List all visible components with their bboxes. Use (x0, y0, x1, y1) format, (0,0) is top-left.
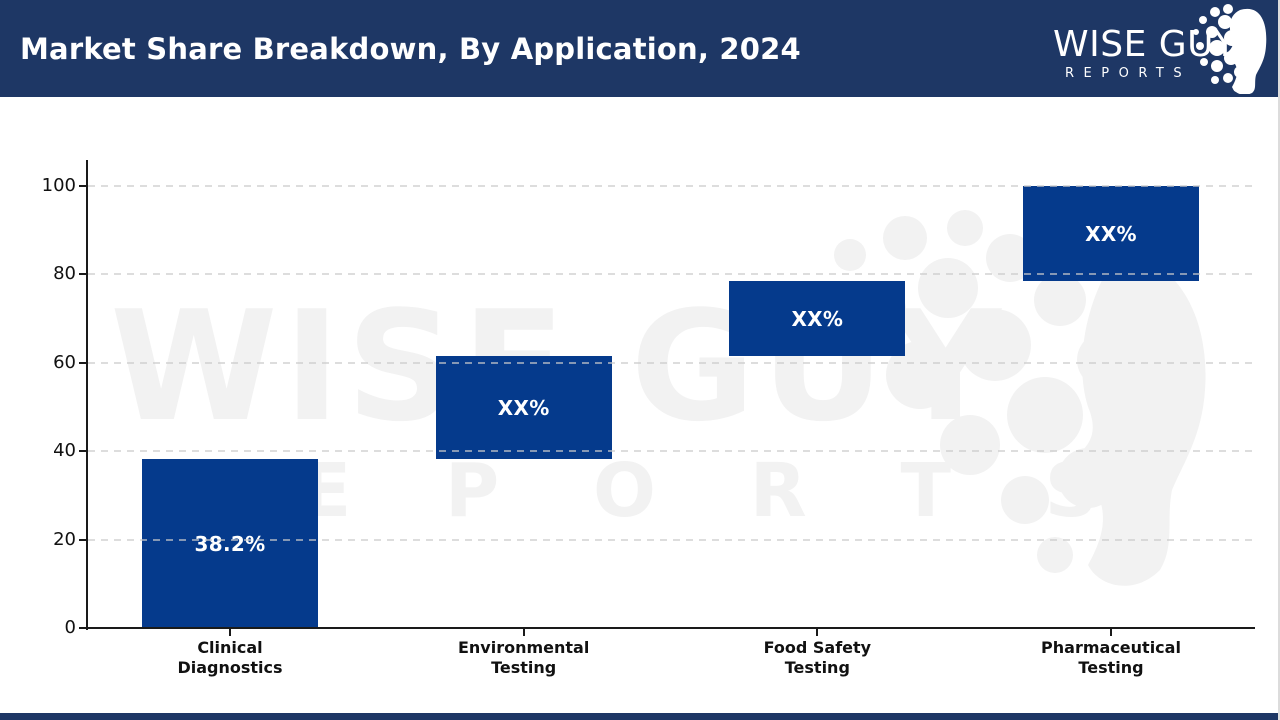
chart-title: Market Share Breakdown, By Application, … (20, 31, 801, 66)
x-category-label-line: Clinical (197, 638, 263, 657)
x-category-label: Environmental Testing (414, 638, 634, 678)
x-category-label: Clinical Diagnostics (120, 638, 340, 678)
x-axis-line (86, 627, 1255, 629)
bar-value-label: XX% (497, 395, 550, 420)
y-tick-label: 100 (41, 175, 76, 196)
x-category-label-line: Testing (784, 658, 850, 677)
header-band: Market Share Breakdown, By Application, … (0, 0, 1278, 97)
x-tick-mark (522, 629, 525, 636)
y-tick-mark (79, 627, 86, 629)
footer-band (0, 713, 1278, 720)
y-axis-line (86, 160, 88, 630)
x-category-label-line: Diagnostics (177, 658, 283, 677)
x-tick-mark (1110, 629, 1112, 636)
x-category-label-line: Environmental (457, 638, 590, 657)
bar-value-label: 38.2% (194, 531, 266, 556)
logo-head-icon (1193, 4, 1267, 94)
h-gridline (88, 538, 1253, 541)
y-tick-label: 0 (64, 617, 76, 638)
y-tick-mark (79, 538, 86, 541)
bar-value-label: XX% (791, 306, 844, 331)
x-category-label-line: Food Safety (763, 638, 872, 657)
x-tick-mark (229, 629, 231, 636)
y-tick-mark (79, 185, 86, 187)
h-gridline (88, 273, 1253, 276)
h-gridline (88, 361, 1253, 364)
waterfall-bar: 38.2% (142, 459, 318, 628)
waterfall-bar: XX% (435, 356, 612, 460)
logo-wordmark: WISE GUY (1053, 24, 1237, 65)
y-tick-label: 40 (53, 440, 76, 462)
y-tick-mark (79, 450, 86, 453)
y-tick-mark (79, 361, 86, 364)
x-category-label: Pharmaceutical Testing (1001, 638, 1221, 678)
waterfall-bar: XX% (729, 281, 906, 357)
wise-guy-logo: WISE GUY REPORTS (1023, 4, 1268, 94)
x-tick-mark (816, 629, 819, 636)
x-category-label-line: Pharmaceutical (1041, 638, 1181, 657)
x-category-label: Food Safety Testing (707, 638, 927, 678)
bar-value-label: XX% (1085, 221, 1137, 246)
y-tick-label: 60 (53, 351, 76, 373)
y-tick-label: 80 (53, 263, 76, 285)
h-gridline (88, 450, 1253, 453)
x-category-label-line: Testing (1078, 658, 1144, 677)
y-tick-label: 20 (53, 528, 76, 550)
h-gridline (88, 185, 1253, 187)
x-category-label-line: Testing (491, 658, 557, 677)
y-tick-mark (79, 273, 86, 276)
waterfall-bar: XX% (1023, 186, 1199, 282)
logo-subtext: REPORTS (1065, 66, 1192, 81)
